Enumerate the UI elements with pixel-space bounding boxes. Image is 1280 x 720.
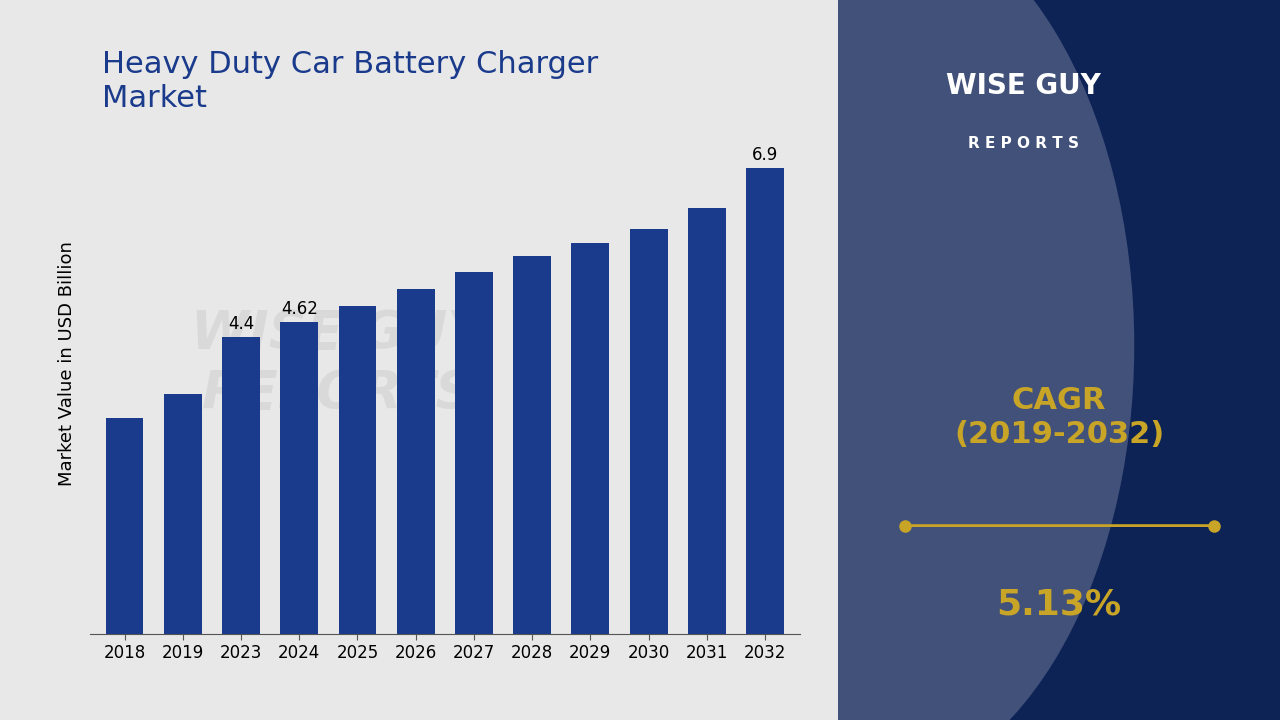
Text: R E P O R T S: R E P O R T S (969, 137, 1079, 151)
Bar (280, 322, 319, 634)
Text: Heavy Duty Car Battery Charger
Market: Heavy Duty Car Battery Charger Market (102, 50, 599, 113)
Text: 4.4: 4.4 (228, 315, 255, 333)
Circle shape (586, 0, 1134, 720)
Text: WISE GUY: WISE GUY (946, 73, 1101, 100)
Bar (746, 168, 783, 634)
Bar (571, 243, 609, 634)
Bar (630, 229, 668, 634)
Text: WISE GUY
REPORTS: WISE GUY REPORTS (191, 307, 485, 420)
Text: 5.13%: 5.13% (997, 588, 1121, 622)
Bar (454, 272, 493, 634)
Bar (221, 337, 260, 634)
Text: 4.62: 4.62 (280, 300, 317, 318)
Y-axis label: Market Value in USD Billion: Market Value in USD Billion (58, 241, 76, 486)
Text: CAGR
(2019-2032): CAGR (2019-2032) (954, 387, 1165, 449)
Text: 6.9: 6.9 (751, 146, 778, 164)
Bar (397, 289, 435, 634)
Bar (106, 418, 143, 634)
Bar (164, 394, 202, 634)
Bar (338, 306, 376, 634)
Bar (513, 256, 552, 634)
Bar (687, 208, 726, 634)
